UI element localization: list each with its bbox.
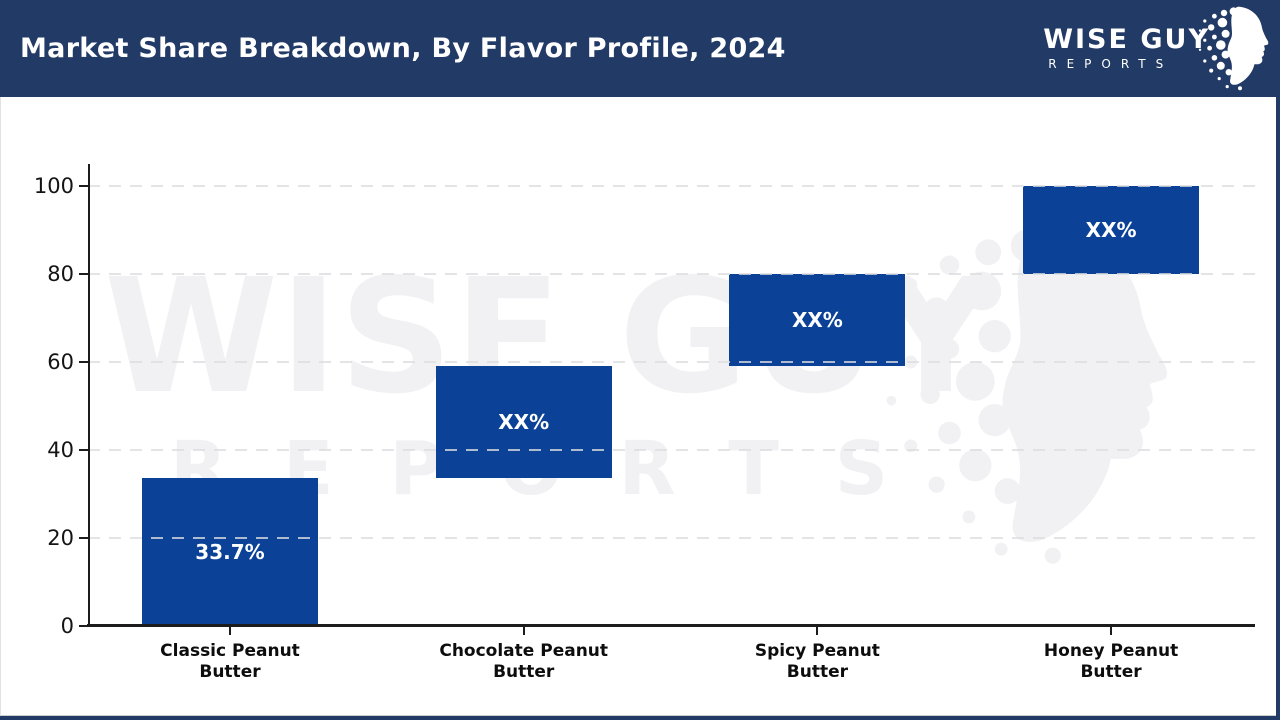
y-tick-mark bbox=[79, 449, 88, 451]
x-category-label: Classic Peanut Butter bbox=[160, 641, 300, 682]
bar-value-label: XX% bbox=[498, 410, 550, 435]
x-tick-mark bbox=[229, 627, 231, 635]
bar-segment bbox=[729, 274, 906, 367]
bar-value-label: 33.7% bbox=[195, 539, 265, 564]
y-axis-spine bbox=[88, 164, 90, 627]
bar-value-label: XX% bbox=[791, 308, 843, 333]
logo-text: WISE GUY REPORTS bbox=[1043, 26, 1210, 71]
gridline bbox=[88, 449, 1255, 451]
gridline bbox=[88, 537, 1255, 539]
y-tick-label: 100 bbox=[33, 174, 74, 198]
x-category-label: Spicy Peanut Butter bbox=[754, 641, 880, 682]
y-tick-mark bbox=[79, 273, 88, 275]
x-axis-spine bbox=[87, 624, 1255, 627]
y-tick-mark bbox=[79, 185, 88, 187]
y-tick-label: 60 bbox=[47, 350, 74, 374]
bar-segment bbox=[435, 366, 612, 478]
y-tick-mark bbox=[79, 625, 88, 627]
gridline bbox=[88, 361, 1255, 363]
logo-subtext: REPORTS bbox=[1048, 57, 1174, 71]
y-tick-label: 40 bbox=[47, 438, 74, 462]
y-tick-label: 80 bbox=[47, 262, 74, 286]
x-tick-mark bbox=[1110, 627, 1113, 635]
x-tick-mark bbox=[522, 627, 525, 635]
x-category-label: Honey Peanut Butter bbox=[1043, 641, 1179, 682]
gridline bbox=[88, 185, 1255, 187]
right-border bbox=[1276, 0, 1280, 720]
bar-segment bbox=[1023, 186, 1200, 274]
page-title: Market Share Breakdown, By Flavor Profil… bbox=[20, 33, 786, 64]
x-tick-mark bbox=[816, 627, 819, 635]
header: Market Share Breakdown, By Flavor Profil… bbox=[0, 0, 1280, 97]
y-tick-mark bbox=[79, 361, 88, 363]
x-category-label: Chocolate Peanut Butter bbox=[439, 641, 609, 682]
bottom-border bbox=[0, 716, 1280, 720]
gridline bbox=[88, 273, 1255, 275]
wise-guy-logo: WISE GUY REPORTS bbox=[1043, 5, 1280, 93]
y-tick-label: 20 bbox=[47, 526, 74, 550]
logo-wordmark: WISE GUY bbox=[1043, 24, 1210, 55]
bar-segment bbox=[142, 477, 318, 626]
y-tick-mark bbox=[79, 537, 88, 539]
bar-value-label: XX% bbox=[1085, 218, 1137, 242]
y-tick-label: 0 bbox=[60, 614, 74, 638]
logo-head-icon bbox=[1198, 6, 1269, 90]
